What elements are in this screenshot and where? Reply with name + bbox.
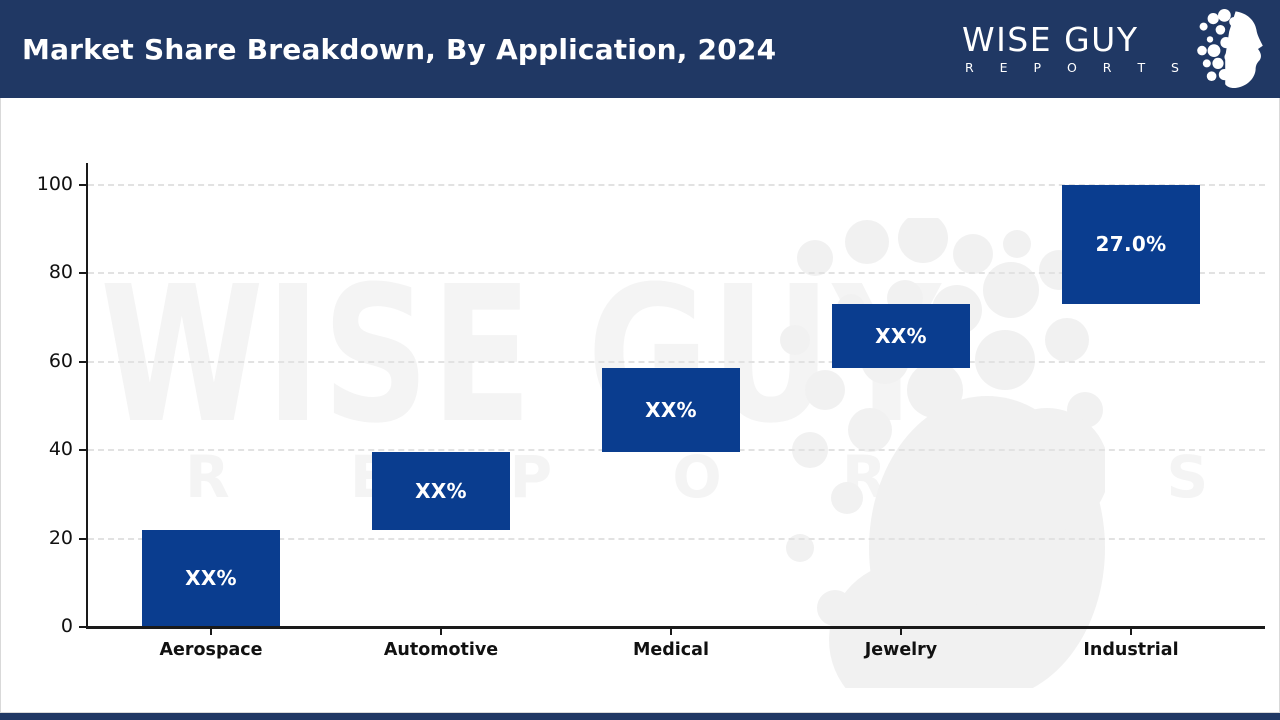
bar-value-label: XX% — [415, 478, 467, 503]
gridline — [88, 272, 1265, 274]
y-tick-label: 80 — [48, 261, 73, 283]
x-category-label-medical: Medical — [633, 640, 709, 660]
bar-value-label: XX% — [875, 324, 927, 349]
bar-jewelry: XX% — [832, 303, 970, 369]
brand-face-icon — [1197, 9, 1263, 89]
x-tick-mark — [670, 627, 672, 635]
x-category-label-automotive: Automotive — [383, 640, 499, 660]
y-tick-mark — [79, 537, 88, 540]
y-tick-label: 100 — [36, 172, 73, 195]
y-tick-mark — [79, 272, 88, 274]
x-category-label-industrial: Industrial — [1083, 640, 1179, 660]
y-tick-label: 60 — [48, 349, 73, 372]
x-category-label-aerospace: Aerospace — [159, 640, 263, 660]
gridline — [88, 537, 1265, 540]
x-category-label-jewelry: Jewelry — [864, 640, 938, 660]
y-tick-mark — [79, 626, 88, 628]
y-tick-label: 20 — [48, 526, 73, 549]
bar-automotive: XX% — [372, 452, 510, 530]
y-tick-mark — [79, 449, 88, 451]
bar-medical: XX% — [602, 368, 740, 453]
x-tick-mark — [1130, 627, 1132, 635]
bar-aerospace: XX% — [142, 529, 280, 627]
gridline — [88, 183, 1265, 186]
y-tick-mark — [79, 183, 88, 186]
brand-logo-text: WISE GUY R E P O R T S — [962, 23, 1190, 75]
brand-subtitle: R E P O R T S — [964, 59, 1190, 75]
x-axis-line — [86, 626, 1265, 629]
y-tick-label: 40 — [48, 438, 73, 460]
footer-bar — [0, 713, 1280, 720]
x-tick-mark — [440, 627, 442, 635]
bar-industrial: 27.0% — [1062, 184, 1200, 304]
bar-value-label: XX% — [645, 398, 697, 423]
y-axis-line — [86, 163, 88, 629]
brand-logo: WISE GUY R E P O R T S — [962, 8, 1266, 90]
x-tick-mark — [900, 627, 902, 635]
bar-value-label: XX% — [185, 566, 237, 591]
gridline — [88, 360, 1265, 363]
page-title: Market Share Breakdown, By Application, … — [22, 32, 777, 66]
y-tick-label: 0 — [60, 615, 73, 637]
y-tick-mark — [79, 360, 88, 363]
x-tick-mark — [210, 627, 212, 635]
header-bar: Market Share Breakdown, By Application, … — [0, 0, 1280, 98]
watermark-face-icon — [780, 218, 1105, 688]
bar-value-label: 27.0% — [1095, 232, 1167, 257]
brand-name: WISE GUY — [961, 20, 1139, 60]
